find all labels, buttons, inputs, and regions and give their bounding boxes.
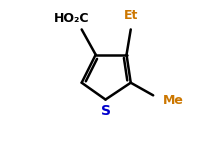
Text: Me: Me: [163, 94, 184, 107]
Text: S: S: [100, 104, 111, 118]
Text: HO₂C: HO₂C: [54, 12, 89, 25]
Text: Et: Et: [124, 9, 138, 22]
